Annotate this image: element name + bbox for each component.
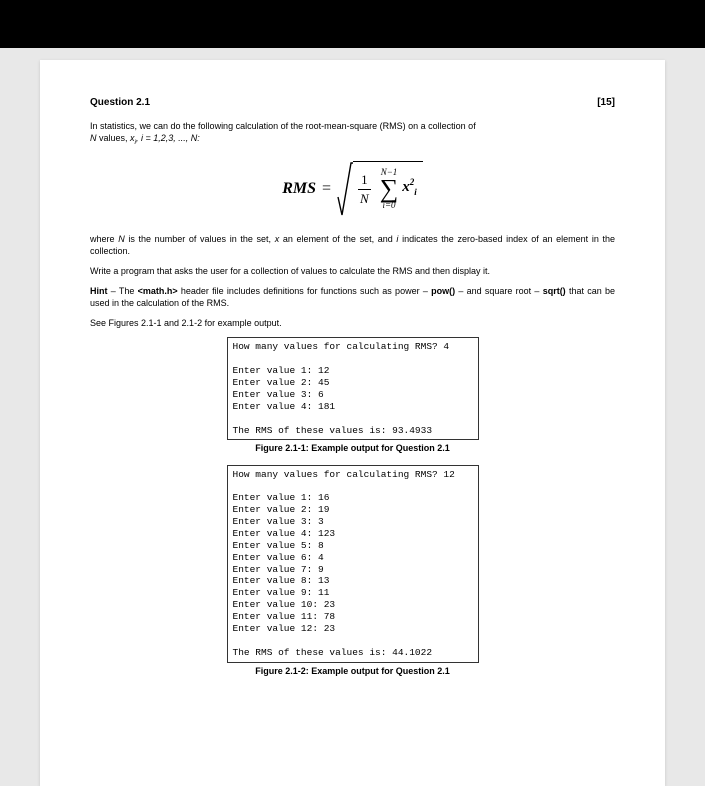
x-sub: i — [414, 187, 417, 197]
x-squared: x2i — [402, 176, 417, 198]
intro-text-1: In statistics, we can do the following c… — [90, 121, 476, 131]
sigma-icon: ∑ — [380, 177, 399, 200]
output-box-1: How many values for calculating RMS? 4 E… — [227, 337, 479, 440]
sqrt-body: 1 N N−1 ∑ i=0 x2i — [353, 161, 423, 217]
write-paragraph: Write a program that asks the user for a… — [90, 265, 615, 277]
hint-p1: – The — [108, 286, 138, 296]
hint-mathh: <math.h> — [138, 286, 178, 296]
summation: N−1 ∑ i=0 — [380, 168, 399, 209]
sqrt-wrap: 1 N N−1 ∑ i=0 x2i — [337, 161, 423, 217]
formula-rms: RMS — [282, 178, 316, 200]
frac-den: N — [357, 190, 372, 208]
rms-formula: RMS = 1 N N−1 ∑ i=0 x2 — [90, 161, 615, 217]
sum-lower: i=0 — [382, 201, 395, 210]
hint-p3: – and square root – — [455, 286, 543, 296]
x-base: x — [402, 179, 410, 195]
where-p1: where — [90, 234, 118, 244]
hint-pow: pow() — [431, 286, 455, 296]
page-wrap: Question 2.1 [15] In statistics, we can … — [0, 48, 705, 786]
document-page: Question 2.1 [15] In statistics, we can … — [40, 60, 665, 786]
output-box-2: How many values for calculating RMS? 12 … — [227, 465, 479, 663]
question-header: Question 2.1 [15] — [90, 96, 615, 110]
fraction: 1 N — [357, 171, 372, 207]
see-figures: See Figures 2.1-1 and 2.1-2 for example … — [90, 317, 615, 329]
top-bar — [0, 0, 705, 48]
where-paragraph: where N is the number of values in the s… — [90, 233, 615, 257]
hint-p2: header file includes definitions for fun… — [178, 286, 431, 296]
hint-lead: Hint — [90, 286, 108, 296]
where-p3: an element of the set, and — [279, 234, 396, 244]
intro-text-2: values, — [97, 133, 131, 143]
hint-paragraph: Hint – The <math.h> header file includes… — [90, 285, 615, 309]
radical-icon — [337, 161, 353, 217]
where-p2: is the number of values in the set, — [125, 234, 275, 244]
intro-idx: , i = 1,2,3, ..., N: — [136, 133, 200, 143]
figure-caption-2: Figure 2.1-2: Example output for Questio… — [90, 665, 615, 677]
intro-paragraph: In statistics, we can do the following c… — [90, 120, 615, 147]
formula-eq: = — [322, 178, 331, 200]
hint-sqrt: sqrt() — [543, 286, 566, 296]
question-points: [15] — [597, 96, 615, 110]
question-label: Question 2.1 — [90, 96, 150, 110]
x-sup: 2 — [410, 177, 415, 187]
figure-caption-1: Figure 2.1-1: Example output for Questio… — [90, 442, 615, 454]
frac-num: 1 — [358, 171, 371, 190]
